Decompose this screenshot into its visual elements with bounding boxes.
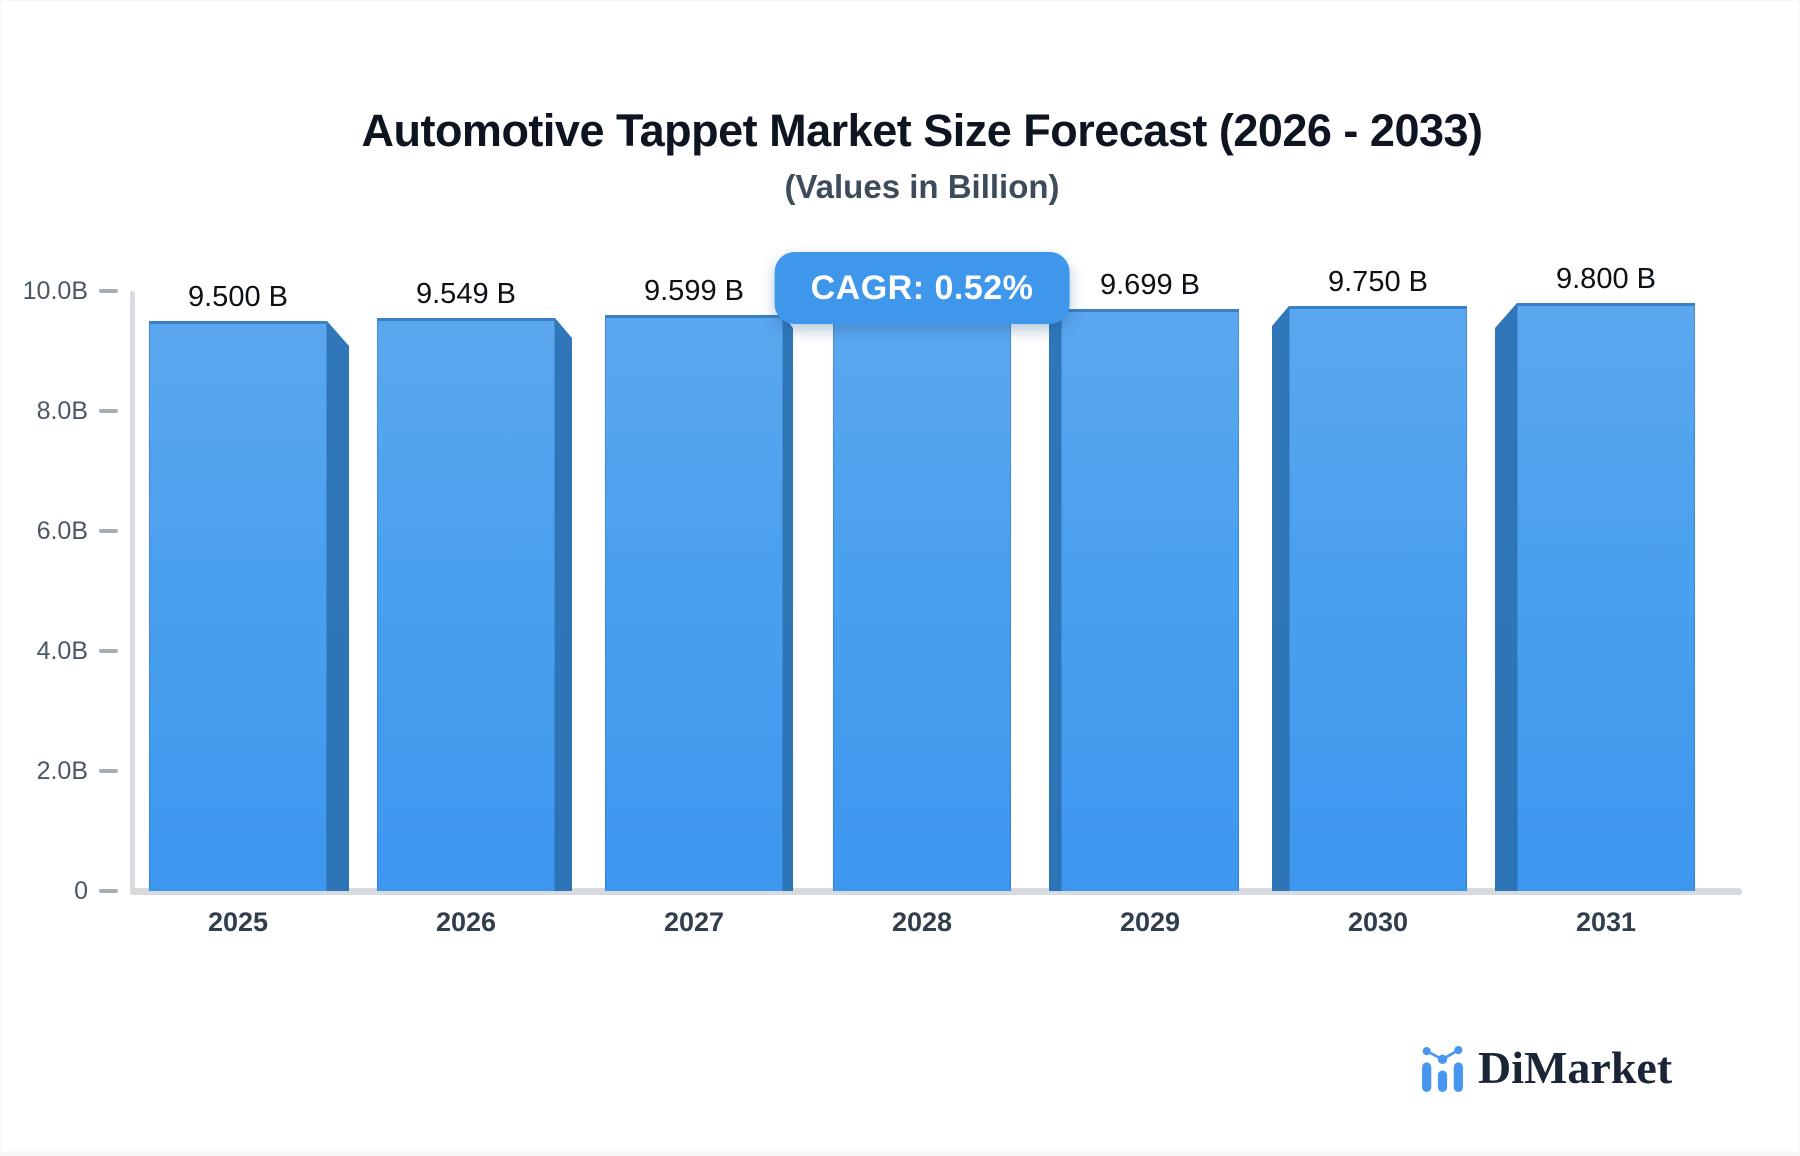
y-axis-tick-label: 8.0B — [36, 397, 88, 425]
y-axis-tick-label: 6.0B — [36, 517, 88, 545]
brand-logo: DiMarket — [1420, 1042, 1672, 1094]
y-axis-tick-mark — [99, 649, 118, 653]
y-axis-tick-mark — [99, 529, 118, 533]
x-axis-label: 2030 — [1347, 907, 1409, 937]
y-axis-line — [130, 291, 135, 895]
cagr-badge-label: CAGR: 0.52% — [810, 268, 1034, 307]
y-axis-tick-label: 4.0B — [36, 637, 88, 665]
bar-value-label: 9.699 B — [1100, 269, 1200, 302]
x-axis-label: 2025 — [207, 907, 269, 937]
bar-side-3d — [327, 321, 349, 891]
bar-side-3d — [783, 315, 793, 891]
bar-side-3d — [555, 318, 572, 891]
y-axis-tick-mark — [99, 289, 118, 293]
x-axis-label: 2028 — [891, 907, 953, 937]
bar-2029 — [1061, 309, 1239, 891]
y-axis-tick-mark — [99, 409, 118, 413]
y-axis-tick-mark — [99, 889, 118, 893]
bar-2031 — [1517, 303, 1695, 891]
chart-subtitle: (Values in Billion) — [784, 168, 1060, 205]
brand-chart-icon — [1422, 1045, 1463, 1092]
y-axis-tick-label: 0 — [74, 877, 88, 905]
y-axis-tick-label: 10.0B — [22, 277, 88, 305]
bar-2026 — [377, 318, 555, 891]
bar-value-label: 9.549 B — [416, 278, 516, 311]
bar-side-3d — [1049, 309, 1061, 891]
x-axis-label: 2027 — [663, 907, 725, 937]
bar-2028 — [833, 312, 1011, 891]
bar-value-label: 9.750 B — [1328, 266, 1428, 298]
bar-2030 — [1289, 306, 1467, 891]
bar-side-3d — [1495, 303, 1517, 891]
chart-title: Automotive Tappet Market Size Forecast (… — [361, 105, 1483, 156]
y-axis-tick-mark — [99, 769, 118, 773]
bar-2027 — [605, 315, 783, 891]
bar-2025 — [149, 321, 327, 891]
x-axis-label: 2029 — [1119, 907, 1181, 937]
x-axis-label: 2031 — [1575, 907, 1637, 937]
bar-value-label: 9.500 B — [188, 281, 288, 313]
bar-side-3d — [1272, 306, 1289, 891]
x-axis-label: 2026 — [435, 907, 497, 937]
cagr-badge: CAGR: 0.52% — [774, 252, 1070, 324]
bar-value-label: 9.800 B — [1556, 263, 1656, 295]
x-axis-baseline — [130, 888, 1742, 895]
brand-name: DiMarket — [1478, 1042, 1673, 1093]
bar-value-label: 9.599 B — [644, 275, 744, 308]
y-axis-tick-label: 2.0B — [36, 757, 88, 785]
